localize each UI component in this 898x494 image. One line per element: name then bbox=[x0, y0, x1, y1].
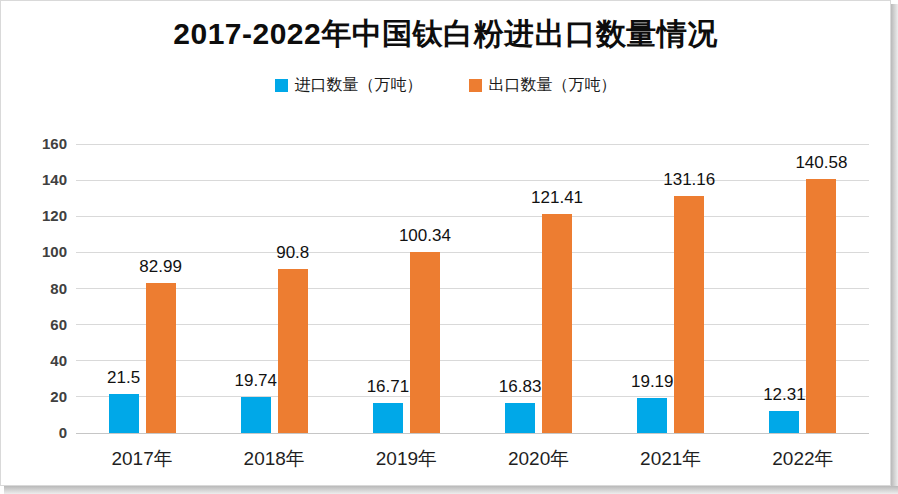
gridline bbox=[76, 288, 869, 289]
bar-export-2021年 bbox=[674, 196, 704, 433]
gridline bbox=[76, 216, 869, 217]
data-label: 82.99 bbox=[116, 257, 206, 277]
legend-label: 进口数量（万吨） bbox=[295, 75, 423, 96]
bar-import-2017年 bbox=[109, 394, 139, 433]
data-label: 131.16 bbox=[644, 170, 734, 190]
legend-label: 出口数量（万吨） bbox=[489, 75, 617, 96]
x-axis-category-label: 2022年 bbox=[737, 447, 869, 471]
bar-import-2021年 bbox=[637, 398, 667, 433]
bar-import-2018年 bbox=[241, 397, 271, 433]
legend-item-export: 出口数量（万吨） bbox=[469, 75, 617, 96]
data-label: 140.58 bbox=[776, 153, 866, 173]
data-label: 100.34 bbox=[380, 226, 470, 246]
x-axis-category-label: 2020年 bbox=[473, 447, 605, 471]
data-label: 90.8 bbox=[248, 243, 338, 263]
bar-export-2020年 bbox=[542, 214, 572, 433]
x-axis-category-label: 2019年 bbox=[340, 447, 472, 471]
bar-import-2022年 bbox=[769, 411, 799, 433]
bar-export-2019年 bbox=[410, 252, 440, 433]
y-axis-tick-label: 40 bbox=[1, 351, 67, 371]
bar-export-2022年 bbox=[806, 179, 836, 433]
chart-legend: 进口数量（万吨） 出口数量（万吨） bbox=[1, 75, 890, 96]
y-axis-tick-label: 20 bbox=[1, 387, 67, 407]
gridline bbox=[76, 144, 869, 145]
bar-export-2018年 bbox=[278, 269, 308, 433]
y-axis-tick-label: 100 bbox=[1, 242, 67, 262]
gridline bbox=[76, 324, 869, 325]
x-axis-line bbox=[76, 433, 869, 434]
x-axis-category-label: 2018年 bbox=[208, 447, 340, 471]
panel-shadow-bottom bbox=[4, 486, 898, 494]
bar-import-2020年 bbox=[505, 403, 535, 433]
legend-swatch-icon bbox=[469, 79, 482, 92]
y-axis-tick-label: 0 bbox=[1, 423, 67, 443]
y-axis-tick-label: 60 bbox=[1, 315, 67, 335]
data-label: 121.41 bbox=[512, 188, 602, 208]
legend-item-import: 进口数量（万吨） bbox=[275, 75, 423, 96]
y-axis-tick-label: 120 bbox=[1, 206, 67, 226]
y-axis-tick-label: 160 bbox=[1, 134, 67, 154]
gridline bbox=[76, 180, 869, 181]
bar-export-2017年 bbox=[146, 283, 176, 433]
chart-panel: 2017-2022年中国钛白粉进出口数量情况 进口数量（万吨）出口数量（万吨） … bbox=[0, 0, 891, 486]
x-axis-category-label: 2021年 bbox=[605, 447, 737, 471]
panel-shadow-right bbox=[891, 4, 898, 494]
gridline bbox=[76, 360, 869, 361]
x-axis-category-label: 2017年 bbox=[76, 447, 208, 471]
legend-swatch-icon bbox=[275, 79, 288, 92]
gridline bbox=[76, 252, 869, 253]
y-axis-tick-label: 80 bbox=[1, 279, 67, 299]
chart-image: 2017-2022年中国钛白粉进出口数量情况 进口数量（万吨）出口数量（万吨） … bbox=[0, 0, 898, 494]
chart-title: 2017-2022年中国钛白粉进出口数量情况 bbox=[1, 14, 890, 55]
bar-import-2019年 bbox=[373, 403, 403, 433]
y-axis-tick-label: 140 bbox=[1, 170, 67, 190]
